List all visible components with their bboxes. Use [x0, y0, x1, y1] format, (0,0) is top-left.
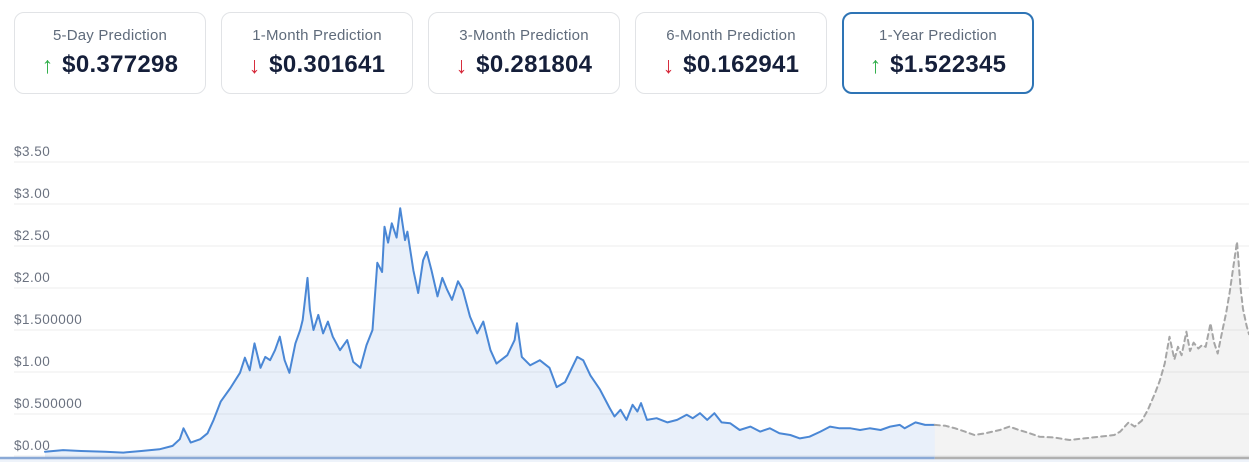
svg-text:$3.00: $3.00	[14, 186, 50, 201]
svg-text:$2.00: $2.00	[14, 270, 50, 285]
card-value-row: ↓ $0.162941	[663, 51, 800, 79]
card-value-row: ↑ $1.522345	[870, 51, 1007, 79]
card-value-row: ↓ $0.281804	[456, 51, 593, 79]
card-label: 6-Month Prediction	[666, 27, 796, 44]
prediction-card-6-month[interactable]: 6-Month Prediction ↓ $0.162941	[635, 12, 827, 94]
card-label: 5-Day Prediction	[52, 27, 168, 44]
svg-text:$1.500000: $1.500000	[14, 312, 82, 327]
card-label: 3-Month Prediction	[459, 27, 589, 44]
prediction-card-5-day[interactable]: 5-Day Prediction ↑ $0.377298	[14, 12, 206, 94]
trend-down-icon: ↓	[248, 51, 261, 78]
predicted-value: $0.162941	[683, 51, 800, 78]
prediction-card-1-month[interactable]: 1-Month Prediction ↓ $0.301641	[221, 12, 413, 94]
card-label: 1-Year Prediction	[879, 27, 997, 44]
svg-text:$0.500000: $0.500000	[14, 396, 82, 411]
prediction-card-1-year[interactable]: 1-Year Prediction ↑ $1.522345	[842, 12, 1034, 94]
svg-text:$1.00: $1.00	[14, 354, 50, 369]
trend-up-icon: ↑	[869, 51, 882, 78]
predicted-value: $0.301641	[269, 51, 386, 78]
card-value-row: ↑ $0.377298	[42, 51, 179, 79]
predicted-value: $1.522345	[890, 51, 1007, 78]
trend-up-icon: ↑	[41, 51, 54, 78]
predicted-value: $0.281804	[476, 51, 593, 78]
trend-down-icon: ↓	[455, 51, 468, 78]
svg-text:$3.50: $3.50	[14, 144, 50, 159]
card-value-row: ↓ $0.301641	[249, 51, 386, 79]
prediction-cards: 5-Day Prediction ↑ $0.377298 1-Month Pre…	[14, 12, 1034, 94]
predicted-value: $0.377298	[62, 51, 179, 78]
trend-down-icon: ↓	[662, 51, 675, 78]
svg-text:$2.50: $2.50	[14, 228, 50, 243]
svg-text:$0.00: $0.00	[14, 438, 50, 453]
prediction-card-3-month[interactable]: 3-Month Prediction ↓ $0.281804	[428, 12, 620, 94]
card-label: 1-Month Prediction	[252, 27, 382, 44]
